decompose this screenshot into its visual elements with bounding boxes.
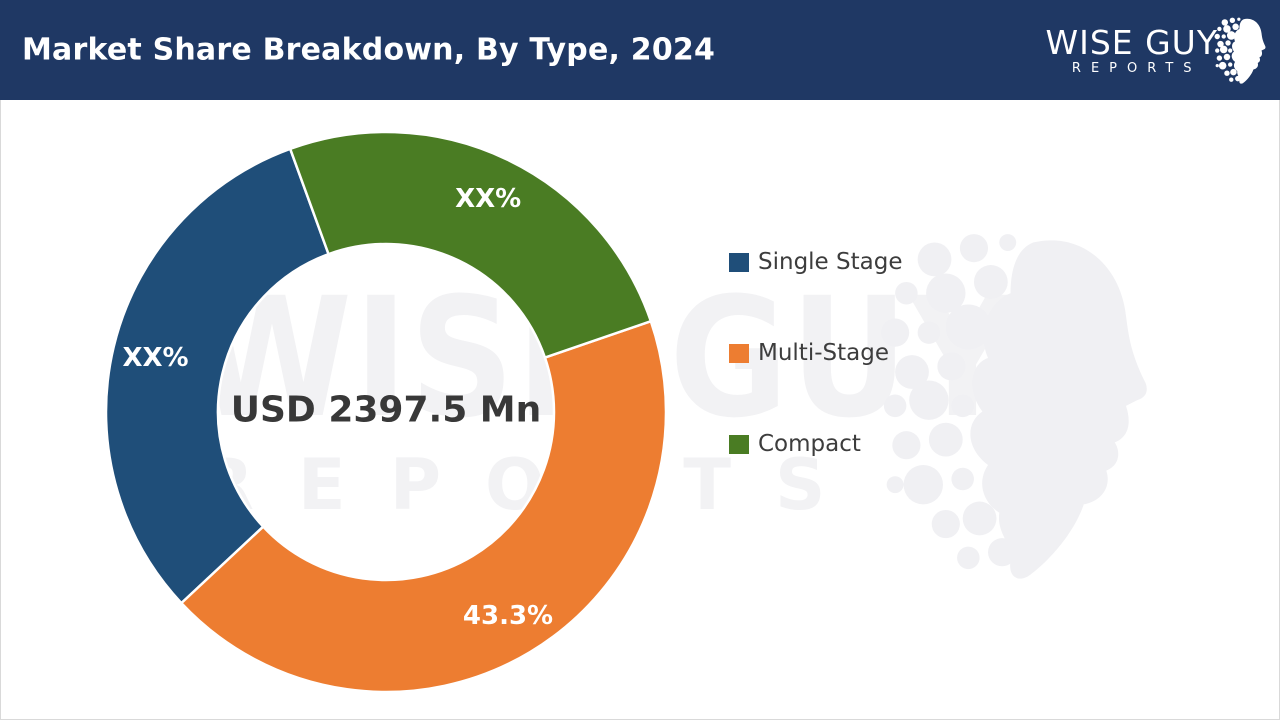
legend-item-compact: Compact	[729, 433, 902, 456]
brand-name: WISE GUY	[1045, 22, 1218, 62]
header: Market Share Breakdown, By Type, 2024 WI…	[0, 0, 1280, 100]
donut-center-value: USD 2397.5 Mn	[230, 389, 542, 431]
legend-item-multi-stage: Multi-Stage	[729, 342, 902, 365]
legend-swatch	[729, 344, 749, 363]
brand-face-icon	[1214, 17, 1266, 84]
brand-subtitle: REPORTS	[1071, 61, 1202, 77]
brand-logo: WISE GUY REPORTS	[1045, 6, 1268, 94]
legend-label: Multi-Stage	[758, 340, 889, 366]
slice-value-label: XX%	[455, 184, 521, 214]
slice-value-label: XX%	[122, 343, 188, 373]
watermark-brand-subtitle: REPORTS	[200, 444, 870, 526]
legend-label: Compact	[758, 431, 861, 457]
legend-swatch	[729, 435, 749, 454]
legend-swatch	[729, 253, 749, 272]
legend-item-single-stage: Single Stage	[729, 251, 902, 274]
slice-single-stage	[104, 147, 330, 605]
slice-compact	[288, 130, 653, 359]
slice-multi-stage	[180, 319, 668, 694]
legend: Single Stage Multi-Stage Compact	[729, 251, 902, 524]
slice-value-label: 43.3%	[463, 601, 553, 631]
page-title: Market Share Breakdown, By Type, 2024	[22, 32, 716, 68]
legend-label: Single Stage	[758, 249, 903, 275]
